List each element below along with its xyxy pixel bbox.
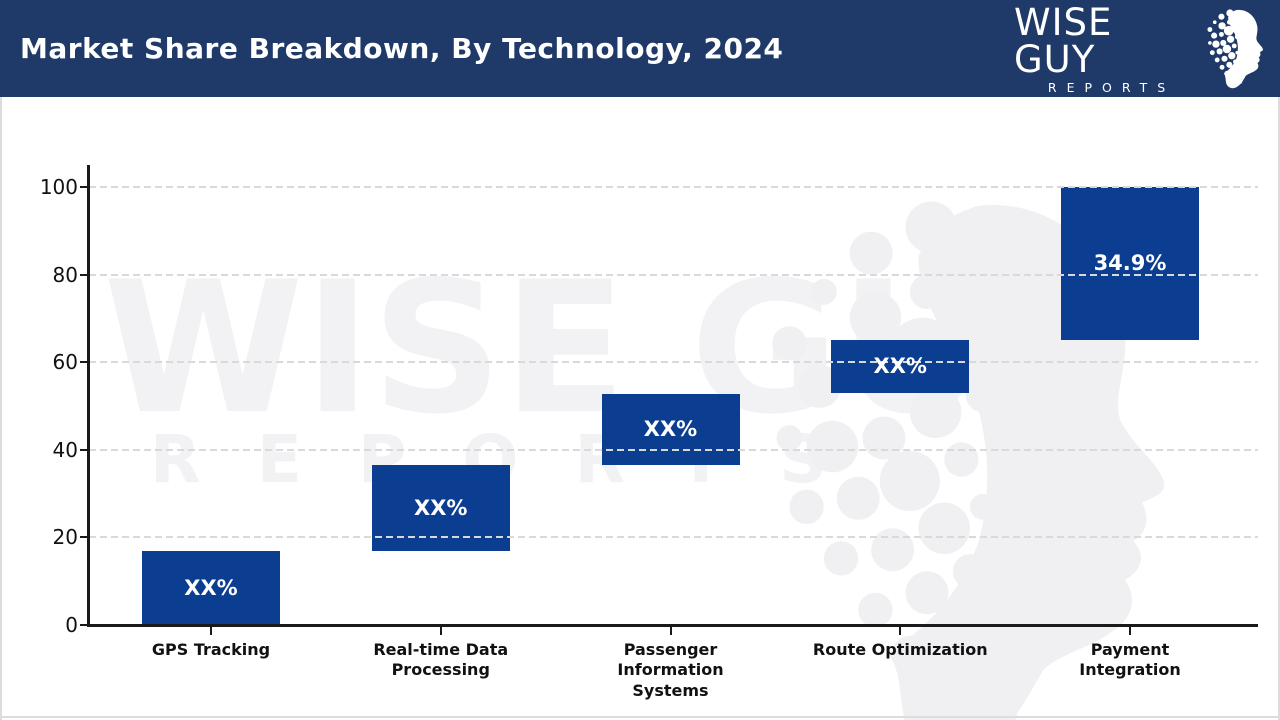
x-axis-category-label-passenger-information-systems: Passenger Information Systems xyxy=(617,640,724,700)
brand-name: WISE GUY xyxy=(1014,0,1113,81)
x-axis-category-label-gps-tracking: GPS Tracking xyxy=(151,640,271,659)
bottom-border xyxy=(0,716,1280,718)
y-axis-tick-label-20: 20 xyxy=(52,525,78,550)
y-axis-tick-0 xyxy=(80,624,88,626)
gridline-60 xyxy=(89,361,1258,364)
gridline-80 xyxy=(89,273,1258,276)
y-axis-tick-label-100: 100 xyxy=(39,175,78,199)
bar-value-label-route-optimization: XX% xyxy=(873,354,927,379)
y-axis-line xyxy=(87,165,90,627)
x-axis-tick-payment-integration xyxy=(1129,627,1131,635)
page-title: Market Share Breakdown, By Technology, 2… xyxy=(20,32,784,65)
header-band: Market Share Breakdown, By Technology, 2… xyxy=(0,0,1280,97)
y-axis-tick-label-60: 60 xyxy=(52,350,78,375)
left-border xyxy=(0,97,2,720)
y-axis-tick-40 xyxy=(80,448,88,451)
x-axis-line xyxy=(87,624,1258,627)
dotted-head-icon xyxy=(1207,9,1264,89)
gridline-40 xyxy=(89,448,1258,451)
bar-value-label-passenger-information-systems: XX% xyxy=(643,417,698,442)
y-axis-tick-20 xyxy=(80,536,88,539)
y-axis-tick-60 xyxy=(80,361,88,364)
brand-logo-text: WISE GUY REPORTS xyxy=(1014,4,1203,95)
y-axis-tick-label-80: 80 xyxy=(52,262,78,287)
bar-value-label-payment-integration: 34.9% xyxy=(1093,251,1167,276)
bar-passenger-information-systems xyxy=(601,393,740,465)
x-axis-tick-gps-tracking xyxy=(210,627,212,635)
brand-subname: REPORTS xyxy=(1047,79,1176,95)
x-axis-tick-passenger-information-systems xyxy=(669,627,672,635)
y-axis-tick-80 xyxy=(80,273,88,276)
right-border xyxy=(1278,97,1280,720)
x-axis-category-label-payment-integration: Payment Integration xyxy=(1079,640,1181,680)
gridline-20 xyxy=(89,536,1258,539)
bar-gps-tracking xyxy=(142,550,280,625)
x-axis-category-label-real-time-data-processing: Real-time Data Processing xyxy=(373,640,509,680)
bar-value-label-real-time-data-processing: XX% xyxy=(414,495,468,520)
x-axis-category-label-route-optimization: Route Optimization xyxy=(812,640,988,659)
x-axis-tick-route-optimization xyxy=(899,627,902,635)
gridline-100 xyxy=(89,186,1258,188)
x-axis-tick-real-time-data-processing xyxy=(439,627,442,635)
y-axis-tick-label-40: 40 xyxy=(52,437,78,462)
bar-value-label-gps-tracking: XX% xyxy=(184,575,238,600)
bar-real-time-data-processing xyxy=(371,464,510,551)
brand-logo: WISE GUY REPORTS xyxy=(1014,4,1266,93)
y-axis-tick-100 xyxy=(80,186,88,188)
y-axis-tick-label-0: 0 xyxy=(65,613,78,637)
